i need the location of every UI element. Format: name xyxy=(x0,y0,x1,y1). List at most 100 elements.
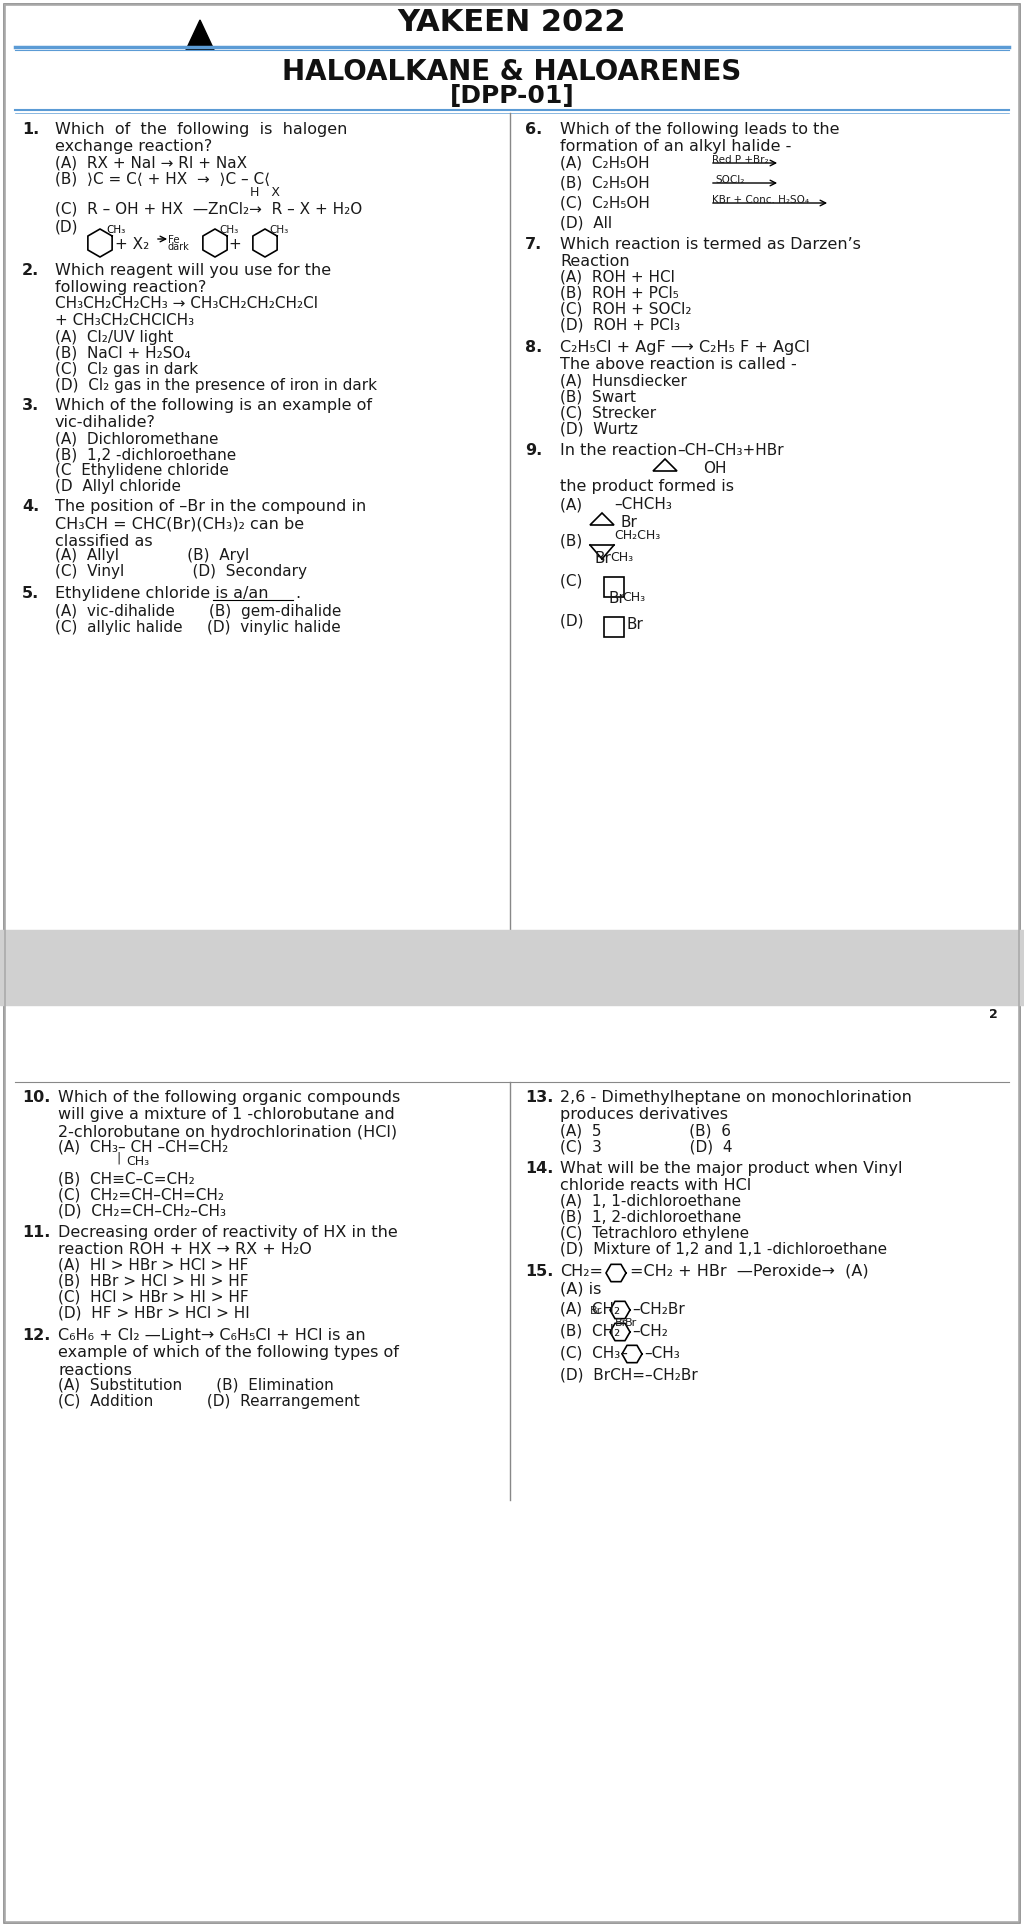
Text: (A): (A) xyxy=(560,497,592,513)
Text: (C)  Addition           (D)  Rearrangement: (C) Addition (D) Rearrangement xyxy=(58,1393,359,1409)
Text: Fe: Fe xyxy=(168,235,179,245)
Text: Br: Br xyxy=(625,1318,637,1328)
Text: W: W xyxy=(171,355,339,505)
Text: (C  Ethylidene chloride: (C Ethylidene chloride xyxy=(55,462,229,478)
Text: [DPP-01]: [DPP-01] xyxy=(450,85,574,108)
Circle shape xyxy=(640,310,880,549)
Text: (D)  Wurtz: (D) Wurtz xyxy=(560,420,638,436)
Text: + CH₃CH₂CHClCH₃: + CH₃CH₂CHClCH₃ xyxy=(55,312,195,328)
Text: (D): (D) xyxy=(55,220,79,233)
Text: 11.: 11. xyxy=(22,1226,50,1239)
Text: (D)  CH₂=CH–CH₂–CH₃: (D) CH₂=CH–CH₂–CH₃ xyxy=(58,1202,226,1218)
Circle shape xyxy=(135,310,375,549)
Text: C₂H₅Cl + AgF ⟶ C₂H₅ F + AgCl
The above reaction is called -: C₂H₅Cl + AgF ⟶ C₂H₅ F + AgCl The above r… xyxy=(560,339,810,372)
Text: (A)  1, 1-dichloroethane: (A) 1, 1-dichloroethane xyxy=(560,1195,741,1208)
Text: (B)  CH₂: (B) CH₂ xyxy=(560,1324,621,1339)
Text: C₆H₆ + Cl₂ —Light→ C₆H₅Cl + HCl is an
example of which of the following types of: C₆H₆ + Cl₂ —Light→ C₆H₅Cl + HCl is an ex… xyxy=(58,1328,399,1378)
Text: (C)  CH₃–: (C) CH₃– xyxy=(560,1345,628,1360)
Text: (D  Allyl chloride: (D Allyl chloride xyxy=(55,480,181,493)
Text: dark: dark xyxy=(168,243,189,252)
Text: (B)  CH≡C–C=CH₂: (B) CH≡C–C=CH₂ xyxy=(58,1172,195,1185)
Text: Ethylidene chloride is a/an: Ethylidene chloride is a/an xyxy=(55,586,268,601)
Text: (C)  Vinyl              (D)  Secondary: (C) Vinyl (D) Secondary xyxy=(55,565,307,578)
Text: Which  of  the  following  is  halogen
exchange reaction?: Which of the following is halogen exchan… xyxy=(55,121,347,154)
Text: (B)  C₂H₅OH: (B) C₂H₅OH xyxy=(560,175,659,191)
Text: W: W xyxy=(676,355,844,505)
Text: (A)  C₂H₅OH: (A) C₂H₅OH xyxy=(560,154,659,170)
Text: CH₂CH₃: CH₂CH₃ xyxy=(614,530,660,541)
Text: 12.: 12. xyxy=(22,1328,50,1343)
Text: (C)  C₂H₅OH: (C) C₂H₅OH xyxy=(560,195,659,210)
Text: the product formed is: the product formed is xyxy=(560,480,734,493)
Text: 14.: 14. xyxy=(525,1160,553,1175)
Text: H   X: H X xyxy=(250,187,280,198)
Text: Which of the following is an example of
vic-dihalide?: Which of the following is an example of … xyxy=(55,399,372,430)
Text: +: + xyxy=(228,237,241,252)
Text: 9.: 9. xyxy=(525,443,543,459)
Text: (C)  HCl > HBr > HI > HF: (C) HCl > HBr > HI > HF xyxy=(58,1289,249,1305)
Text: CH₃CH₂CH₂CH₃ → CH₃CH₂CH₂CH₂Cl: CH₃CH₂CH₂CH₃ → CH₃CH₂CH₂CH₂Cl xyxy=(55,297,318,310)
Text: In the reaction: In the reaction xyxy=(560,443,682,459)
Text: (B)  NaCl + H₂SO₄: (B) NaCl + H₂SO₄ xyxy=(55,347,190,360)
Text: (B)  HBr > HCl > HI > HF: (B) HBr > HCl > HI > HF xyxy=(58,1274,249,1289)
Text: Br: Br xyxy=(620,515,637,530)
Text: (A) is: (A) is xyxy=(560,1281,601,1297)
Text: W: W xyxy=(683,1283,837,1418)
Text: (A)  CH₂: (A) CH₂ xyxy=(560,1303,621,1316)
Text: (A)  RX + NaI → RI + NaX: (A) RX + NaI → RI + NaX xyxy=(55,154,247,170)
Text: HALOALKANE & HALOARENES: HALOALKANE & HALOARENES xyxy=(283,58,741,87)
Text: –CH₃: –CH₃ xyxy=(644,1345,680,1360)
Text: (C)  allylic halide     (D)  vinylic halide: (C) allylic halide (D) vinylic halide xyxy=(55,620,341,636)
Text: .: . xyxy=(295,586,300,601)
Text: Br: Br xyxy=(594,551,611,567)
Circle shape xyxy=(650,1239,870,1461)
Text: (C)  ROH + SOCl₂: (C) ROH + SOCl₂ xyxy=(560,303,691,318)
Text: (C): (C) xyxy=(560,572,592,588)
Text: (C)  R – OH + HX  —ZnCl₂→  R – X + H₂O: (C) R – OH + HX —ZnCl₂→ R – X + H₂O xyxy=(55,202,362,218)
Polygon shape xyxy=(186,19,214,50)
Text: + X₂: + X₂ xyxy=(115,237,150,252)
Text: (B): (B) xyxy=(560,534,592,547)
Text: –CHCH₃: –CHCH₃ xyxy=(614,497,672,513)
Text: OH: OH xyxy=(703,461,726,476)
Text: Br: Br xyxy=(608,592,625,605)
Text: (D)  Mixture of 1,2 and 1,1 -dichloroethane: (D) Mixture of 1,2 and 1,1 -dichloroetha… xyxy=(560,1243,887,1256)
Text: (B)  ⟩C = C⟨ + HX  →  ⟩C – C⟨: (B) ⟩C = C⟨ + HX → ⟩C – C⟨ xyxy=(55,172,270,187)
Text: Which reagent will you use for the
following reaction?: Which reagent will you use for the follo… xyxy=(55,262,331,295)
Bar xyxy=(604,576,624,597)
Text: 3.: 3. xyxy=(22,399,39,412)
Text: (A)  5                  (B)  6: (A) 5 (B) 6 xyxy=(560,1123,731,1139)
Text: (A)  Hunsdiecker: (A) Hunsdiecker xyxy=(560,374,687,387)
Text: CH₂=: CH₂= xyxy=(560,1264,603,1280)
Text: W: W xyxy=(178,1283,332,1418)
Text: 2: 2 xyxy=(989,1008,998,1021)
Text: 2,6 - Dimethylheptane on monochlorination
produces derivatives: 2,6 - Dimethylheptane on monochlorinatio… xyxy=(560,1091,912,1122)
Text: (A)  Substitution       (B)  Elimination: (A) Substitution (B) Elimination xyxy=(58,1378,334,1393)
Text: CH₃: CH₃ xyxy=(269,225,288,235)
Text: (A)  Dichloromethane: (A) Dichloromethane xyxy=(55,432,218,445)
Text: 10.: 10. xyxy=(22,1091,50,1104)
FancyBboxPatch shape xyxy=(4,4,1020,1923)
Text: Br: Br xyxy=(590,1307,602,1316)
Text: =CH₂ + HBr  —Peroxide→  (A): =CH₂ + HBr —Peroxide→ (A) xyxy=(630,1264,868,1280)
Text: 1.: 1. xyxy=(22,121,39,137)
Text: SOCl₂: SOCl₂ xyxy=(715,175,744,185)
Circle shape xyxy=(145,1239,365,1461)
Text: 15.: 15. xyxy=(525,1264,553,1280)
Text: (C)  3                  (D)  4: (C) 3 (D) 4 xyxy=(560,1139,732,1154)
Text: (D)  ROH + PCl₃: (D) ROH + PCl₃ xyxy=(560,318,680,333)
Text: –CH₂: –CH₂ xyxy=(632,1324,668,1339)
Text: (A)  ROH + HCl: (A) ROH + HCl xyxy=(560,270,675,285)
Text: What will be the major product when Vinyl
chloride reacts with HCl: What will be the major product when Viny… xyxy=(560,1160,902,1193)
Text: CH₃: CH₃ xyxy=(106,225,125,235)
Text: YAKEEN 2022: YAKEEN 2022 xyxy=(397,8,627,37)
Text: (A)  Cl₂/UV light: (A) Cl₂/UV light xyxy=(55,330,173,345)
Text: 8.: 8. xyxy=(525,339,543,355)
Text: (D)  HF > HBr > HCl > HI: (D) HF > HBr > HCl > HI xyxy=(58,1307,250,1322)
Text: (A)  vic-dihalide       (B)  gem-dihalide: (A) vic-dihalide (B) gem-dihalide xyxy=(55,603,341,619)
Text: The position of –Br in the compound in
CH₃CH = CHC(Br)(CH₃)₂ can be
classified a: The position of –Br in the compound in C… xyxy=(55,499,367,549)
Text: Decreasing order of reactivity of HX in the
reaction ROH + HX → RX + H₂O: Decreasing order of reactivity of HX in … xyxy=(58,1226,397,1258)
Text: Which reaction is termed as Darzen’s
Reaction: Which reaction is termed as Darzen’s Rea… xyxy=(560,237,861,270)
Text: –CH–CH₃+HBr: –CH–CH₃+HBr xyxy=(677,443,783,459)
Text: (D)  BrCH=–CH₂Br: (D) BrCH=–CH₂Br xyxy=(560,1368,697,1384)
